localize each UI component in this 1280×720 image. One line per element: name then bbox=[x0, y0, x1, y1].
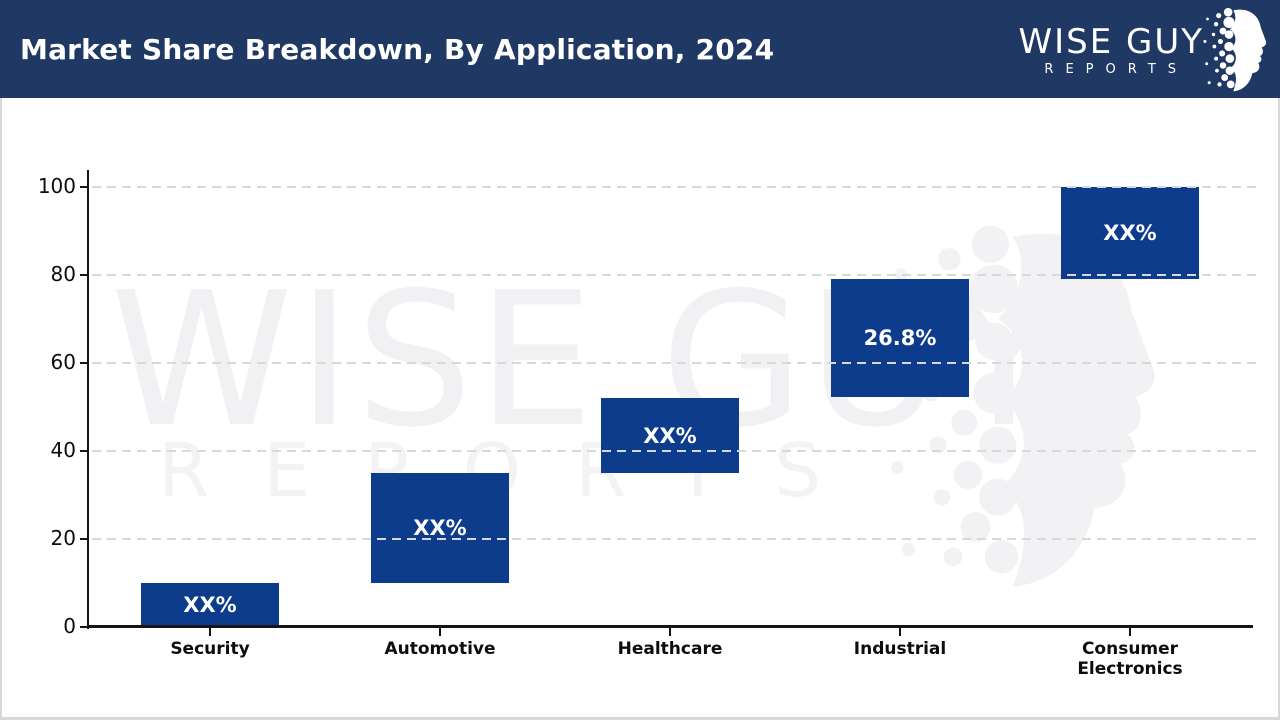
x-axis-category-label: Healthcare bbox=[617, 639, 723, 659]
y-axis-tick bbox=[80, 450, 88, 452]
bar-value-label: XX% bbox=[413, 516, 467, 541]
brand-name: WISE GUY bbox=[1018, 21, 1204, 62]
bar-value-label: XX% bbox=[643, 423, 697, 448]
x-axis-line bbox=[87, 625, 1253, 628]
x-axis-category-label: Security bbox=[170, 639, 250, 659]
y-axis-line bbox=[87, 170, 89, 629]
y-axis-tick bbox=[80, 186, 88, 188]
y-axis-tick-label: 100 bbox=[37, 174, 76, 198]
bar-automotive: XX% bbox=[371, 473, 509, 583]
brand-logo-text: WISE GUY REPORTS bbox=[1018, 24, 1204, 77]
x-axis-category-label: Industrial bbox=[853, 639, 947, 659]
x-axis-tick bbox=[899, 628, 901, 636]
page-title: Market Share Breakdown, By Application, … bbox=[20, 32, 775, 66]
brand-logo: WISE GUY REPORTS bbox=[1018, 6, 1268, 94]
brand-subtitle: REPORTS bbox=[1044, 61, 1189, 77]
header: Market Share Breakdown, By Application, … bbox=[0, 0, 1280, 98]
x-axis-tick bbox=[1129, 628, 1131, 636]
y-axis-tick-label: 20 bbox=[50, 526, 76, 550]
x-axis-tick bbox=[439, 628, 441, 636]
y-axis-tick-label: 80 bbox=[50, 262, 76, 286]
chart-panel: WISE GUY REPORTS bbox=[0, 98, 1280, 720]
bar-consumer-electronics: XX% bbox=[1061, 187, 1199, 280]
y-axis-tick-label: 0 bbox=[63, 614, 76, 638]
bar-industrial: 26.8% bbox=[831, 279, 969, 398]
brand-face-icon bbox=[1203, 7, 1267, 92]
gridline-60 bbox=[92, 362, 1256, 364]
y-axis-tick bbox=[80, 362, 88, 364]
gridline-20 bbox=[92, 538, 1256, 540]
gridline-80 bbox=[92, 274, 1256, 276]
gridline-100 bbox=[92, 186, 1256, 188]
bar-healthcare: XX% bbox=[601, 397, 739, 474]
y-axis-tick bbox=[80, 274, 88, 276]
y-axis-tick-label: 60 bbox=[50, 350, 76, 374]
x-axis-tick bbox=[669, 628, 671, 636]
x-axis-category-label: Automotive bbox=[384, 639, 496, 659]
watermark-face-icon bbox=[883, 225, 1155, 587]
bar-value-label: XX% bbox=[183, 593, 237, 617]
bar-security: XX% bbox=[141, 583, 279, 627]
bar-value-label: 26.8% bbox=[863, 326, 937, 351]
bar-value-label: XX% bbox=[1103, 221, 1157, 246]
y-axis-tick bbox=[80, 538, 88, 540]
x-axis-category-label: Consumer Electronics bbox=[1077, 639, 1183, 679]
x-axis-tick bbox=[209, 628, 211, 636]
y-axis-tick-label: 40 bbox=[50, 438, 76, 462]
gridline-40 bbox=[92, 450, 1256, 452]
watermark-subtitle-text: REPORTS bbox=[158, 428, 876, 514]
y-axis-tick bbox=[80, 626, 88, 628]
